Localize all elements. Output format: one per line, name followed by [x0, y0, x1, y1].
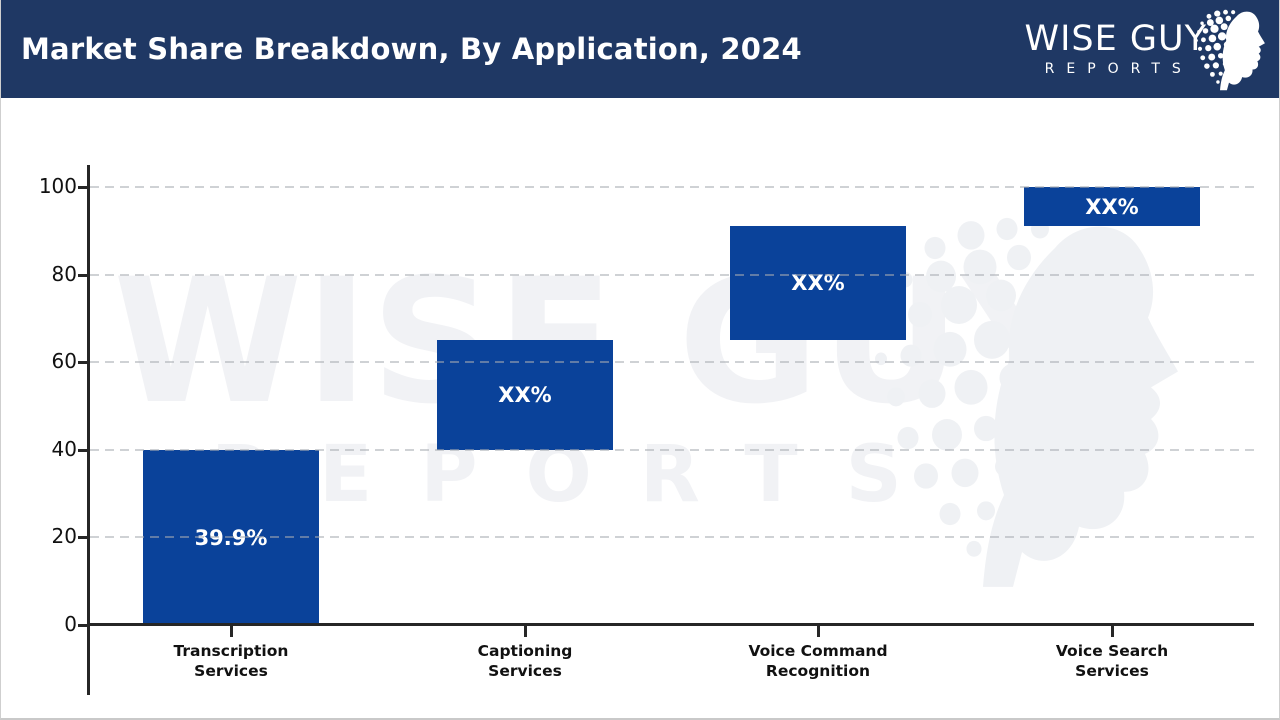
x-tick-mark — [230, 626, 233, 637]
y-tick-mark — [78, 449, 87, 452]
y-tick-label-80: 80 — [51, 262, 77, 286]
watermark-face-icon — [875, 217, 1178, 587]
bar-value-label: XX% — [498, 383, 552, 407]
x-category-line: Services — [194, 662, 268, 680]
y-tick-mark — [78, 274, 87, 277]
gridline-40 — [90, 449, 1254, 451]
bar-value-label: XX% — [1085, 194, 1139, 219]
x-category-label-voice-command-recognition: Voice Command Recognition — [703, 641, 933, 681]
x-category-line: Captioning — [477, 642, 573, 660]
y-tick-mark — [78, 536, 87, 539]
y-tick-label-20: 20 — [51, 524, 77, 548]
logo-wordmark-line1: WISE GUY — [1024, 18, 1207, 59]
gridline-20 — [90, 536, 1254, 538]
logo-face-icon — [1195, 9, 1265, 90]
x-category-line: Services — [488, 662, 562, 680]
bar-voice-command-recognition: XX% — [730, 226, 906, 340]
bar-voice-search-services: XX% — [1024, 187, 1200, 226]
y-tick-mark — [78, 361, 87, 364]
x-category-line: Transcription — [173, 642, 289, 660]
header-banner: Market Share Breakdown, By Application, … — [1, 0, 1279, 98]
y-tick-mark — [78, 624, 87, 627]
x-category-line: Services — [1075, 662, 1149, 680]
y-tick-label-0: 0 — [64, 612, 77, 636]
y-tick-label-40: 40 — [51, 437, 77, 461]
plot-area: WISE GUY REPORTS 100 80 60 40 20 0 — [1, 98, 1279, 718]
logo-wordmark: WISE GUY REPORTS — [1024, 18, 1207, 77]
bar-captioning-services: XX% — [437, 340, 613, 450]
x-category-line: Voice Command — [748, 642, 888, 660]
gridline-80 — [90, 274, 1254, 276]
chart-title: Market Share Breakdown, By Application, … — [21, 32, 802, 66]
gridline-60 — [90, 361, 1254, 363]
y-tick-label-60: 60 — [51, 349, 77, 373]
y-tick-mark — [78, 186, 87, 189]
wiseguy-logo: WISE GUY REPORTS — [1024, 8, 1267, 91]
gridline-100 — [90, 186, 1254, 188]
x-category-label-transcription-services: Transcription Services — [116, 641, 346, 681]
logo-wordmark-line2: REPORTS — [1044, 60, 1193, 77]
x-category-line: Voice Search — [1055, 642, 1169, 660]
x-tick-mark — [524, 626, 527, 637]
y-tick-label-100: 100 — [38, 174, 77, 198]
x-axis-line — [87, 623, 1254, 626]
x-category-label-captioning-services: Captioning Services — [410, 641, 640, 681]
x-tick-mark — [817, 626, 820, 637]
y-axis-line — [87, 165, 90, 695]
x-tick-mark — [1111, 626, 1114, 637]
x-category-line: Recognition — [765, 662, 871, 680]
x-category-label-voice-search-services: Voice Search Services — [997, 641, 1227, 681]
